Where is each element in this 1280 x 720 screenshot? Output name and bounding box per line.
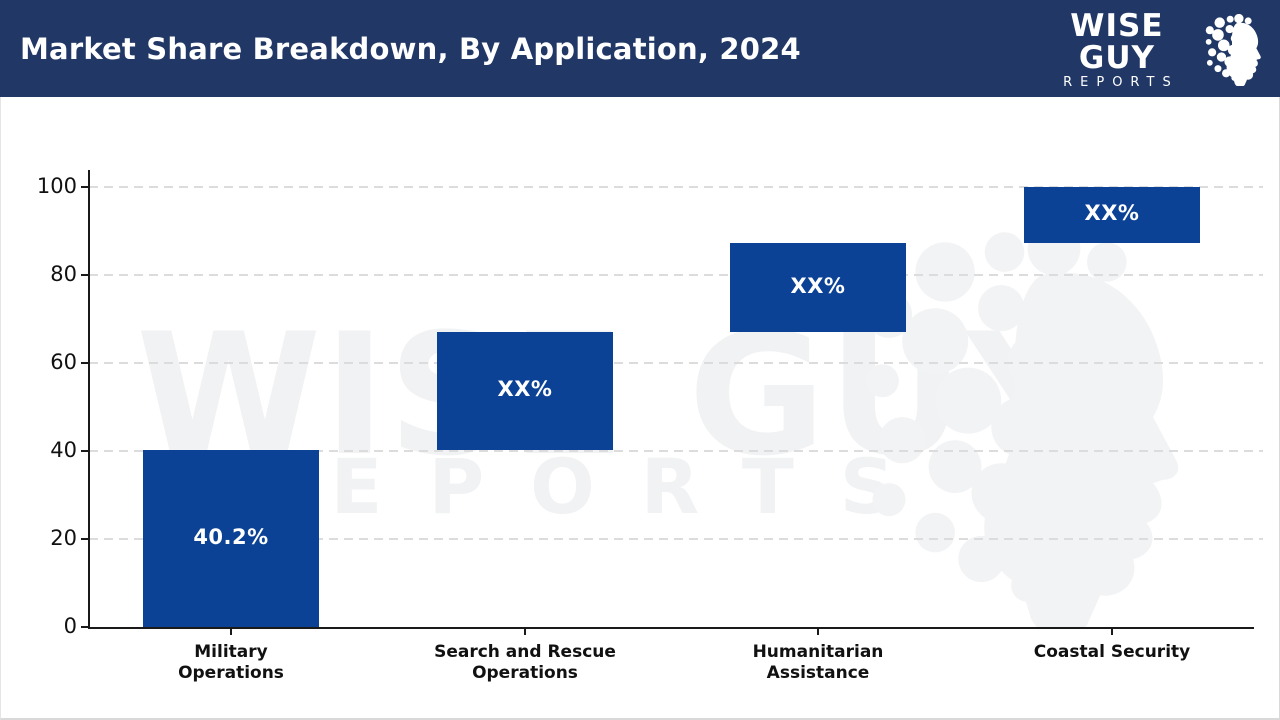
page-title: Market Share Breakdown, By Application, … xyxy=(20,31,801,66)
y-tick-label: 100 xyxy=(36,174,77,198)
y-tick-mark xyxy=(81,450,89,452)
category-label: Humanitarian Assistance xyxy=(752,642,884,683)
x-axis xyxy=(88,627,1254,629)
chart-area: WISE GUY REPORTS 0 20 40 60 80 100 40.2% Milita… xyxy=(0,97,1280,720)
bar-value-label: XX% xyxy=(790,273,846,298)
y-tick-mark xyxy=(81,274,89,276)
y-tick-mark xyxy=(81,362,89,364)
y-tick-label: 60 xyxy=(50,350,77,374)
bar-value-label: XX% xyxy=(497,377,553,402)
bar-value-label: XX% xyxy=(1084,200,1140,225)
y-tick-label: 0 xyxy=(63,614,77,638)
bar-segment xyxy=(143,450,319,627)
category-label: Search and Rescue Operations xyxy=(434,642,616,683)
y-tick-label: 20 xyxy=(50,526,77,550)
gridline xyxy=(89,450,1263,452)
y-axis xyxy=(88,170,90,629)
x-tick-mark xyxy=(230,627,232,635)
x-tick-mark xyxy=(817,627,819,635)
header-banner: Market Share Breakdown, By Application, … xyxy=(0,0,1280,97)
category-label: Military Operations xyxy=(178,642,284,683)
logo-text: WISE GUY REPORTS xyxy=(1032,10,1202,91)
logo-subtitle: REPORTS xyxy=(1063,74,1179,90)
gridline xyxy=(89,362,1263,364)
dotted-head-icon xyxy=(1205,14,1261,86)
x-tick-mark xyxy=(524,627,526,635)
watermark-subtitle: REPORTS xyxy=(226,442,941,531)
y-tick-label: 80 xyxy=(50,262,77,286)
y-tick-label: 40 xyxy=(50,438,77,462)
y-tick-mark xyxy=(81,538,89,540)
y-tick-mark xyxy=(81,186,89,188)
gridline xyxy=(89,538,1263,540)
y-tick-mark xyxy=(81,626,89,628)
gridline xyxy=(89,274,1263,276)
bar-segment xyxy=(437,332,613,451)
x-tick-mark xyxy=(1111,627,1113,635)
category-label: Coastal Security xyxy=(1033,642,1191,662)
gridline xyxy=(89,186,1263,188)
logo-wordmark: WISE GUY xyxy=(1070,7,1164,76)
bar-value-label: 40.2% xyxy=(193,524,269,549)
wise-guy-logo: WISE GUY REPORTS xyxy=(1032,10,1262,90)
